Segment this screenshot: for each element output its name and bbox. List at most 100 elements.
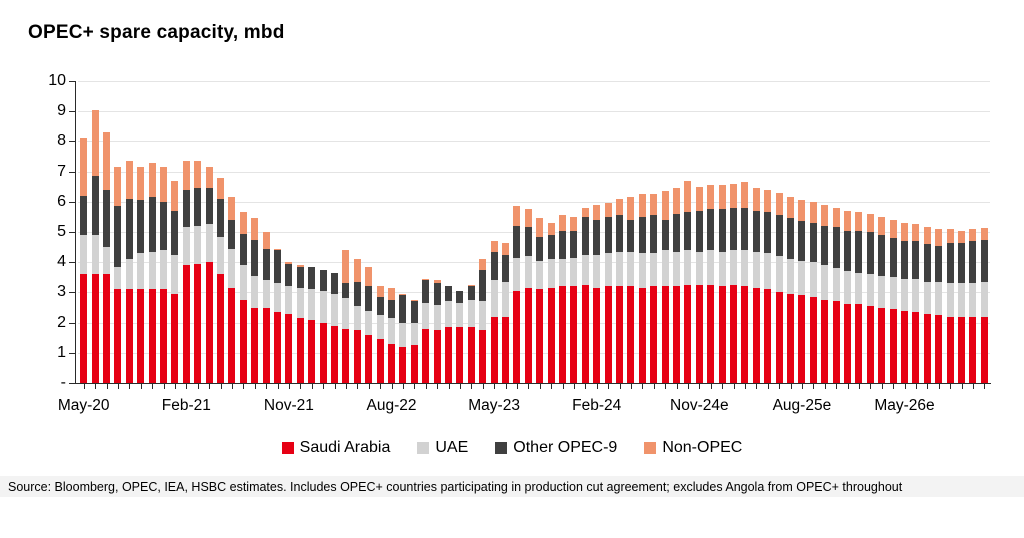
bar-segment-non-opec [80,138,88,196]
y-axis-tick [69,111,75,113]
bar-segment-non-opec [707,185,715,210]
bar-segment-other-opec-9 [935,245,943,282]
bar-segment-uae [274,283,281,313]
bar-segment-other-opec-9 [308,266,316,290]
bar-segment-uae [376,315,384,340]
bar-segment-non-opec [889,219,897,239]
bar-segment-uae [980,281,988,317]
bar-segment-saudi-arabia [205,262,213,383]
bar-segment-other-opec-9 [91,176,99,236]
bar-segment-non-opec [638,194,646,217]
x-axis-tick [368,384,370,389]
x-axis-tick [334,384,336,389]
bar-segment-uae [855,272,863,305]
bar-segment-uae [524,256,532,288]
bar-segment-saudi-arabia [536,289,544,383]
bar-segment-uae [490,280,498,317]
x-axis-tick [448,384,450,389]
bar-Jul-20 [103,132,110,383]
bar-segment-saudi-arabia [91,274,99,383]
bar-segment-uae [581,254,589,285]
x-axis-tick [209,384,211,389]
x-axis-tick [300,384,302,389]
x-axis-tick [95,384,97,389]
bar-Jan-26e [855,212,863,383]
bar-segment-non-opec [524,209,532,228]
bar-Oct-24 [684,180,692,383]
bar-Jul-24 [650,194,658,383]
legend-item-uae: UAE [417,439,468,457]
bar-segment-saudi-arabia [182,265,190,383]
bar-segment-non-opec [91,109,99,177]
bar-segment-other-opec-9 [923,244,931,282]
bar-segment-other-opec-9 [467,286,475,300]
legend-swatch [495,442,508,454]
bar-segment-uae [638,253,646,288]
bar-segment-non-opec [160,167,167,202]
bar-segment-non-opec [502,242,509,255]
x-axis-tick [847,384,849,389]
bar-segment-uae [251,275,259,308]
source-band: Source: Bloomberg, OPEC, IEA, HSBC estim… [0,476,1024,497]
bar-Jun-26e [912,224,920,383]
bar-segment-other-opec-9 [445,286,452,302]
bar-Sep-20 [125,161,133,383]
x-axis-tick [562,384,564,389]
bar-segment-saudi-arabia [376,339,384,383]
bar-segment-uae [604,253,612,287]
gridline [78,322,990,324]
x-axis-tick [619,384,621,389]
bar-segment-other-opec-9 [752,210,760,252]
bar-segment-other-opec-9 [547,235,555,260]
bar-segment-other-opec-9 [456,290,464,303]
bar-segment-uae [502,281,509,317]
x-axis-tick [790,384,792,389]
bar-segment-other-opec-9 [775,215,783,257]
bar-segment-saudi-arabia [912,312,920,383]
bar-segment-saudi-arabia [456,327,464,383]
bar-segment-uae [707,250,715,285]
bar-segment-saudi-arabia [695,284,703,383]
bar-segment-saudi-arabia [581,284,589,383]
bar-segment-saudi-arabia [217,274,224,383]
bar-segment-saudi-arabia [570,286,578,383]
bar-segment-uae [331,293,338,326]
bar-segment-saudi-arabia [513,290,521,383]
legend-item-non-opec: Non-OPEC [644,439,742,457]
bar-Feb-22 [319,269,327,383]
bar-segment-non-opec [935,229,943,246]
bar-segment-uae [125,259,133,290]
bar-segment-saudi-arabia [638,287,646,383]
bar-segment-uae [570,257,578,287]
bar-segment-non-opec [513,206,521,226]
bar-segment-other-opec-9 [787,218,794,260]
bar-segment-other-opec-9 [707,209,715,251]
bar-segment-other-opec-9 [422,280,430,303]
bar-segment-saudi-arabia [923,313,931,383]
x-axis-tick [186,384,188,389]
x-axis-tick [494,384,496,389]
bar-segment-non-opec [570,216,578,231]
bar-segment-non-opec [251,218,259,240]
x-axis-tick-label: Nov-24e [670,397,729,414]
bar-segment-saudi-arabia [490,316,498,383]
bar-segment-saudi-arabia [764,289,772,383]
bar-segment-uae [718,251,726,287]
bar-segment-uae [399,322,407,347]
bar-Feb-21 [182,161,190,383]
bar-segment-non-opec [604,203,612,217]
bar-segment-other-opec-9 [513,225,521,258]
x-axis-tick [414,384,416,389]
bar-segment-uae [593,254,601,288]
x-axis-tick [573,384,575,389]
x-axis-tick-label: Nov-21 [263,397,314,414]
bar-segment-other-opec-9 [251,239,259,276]
bar-segment-uae [752,251,760,288]
bar-segment-other-opec-9 [274,250,281,284]
x-axis-tick [243,384,245,389]
x-axis-tick [197,384,199,389]
x-axis-tick [676,384,678,389]
bar-Mar-23 [467,284,475,383]
bar-segment-saudi-arabia [593,287,601,383]
